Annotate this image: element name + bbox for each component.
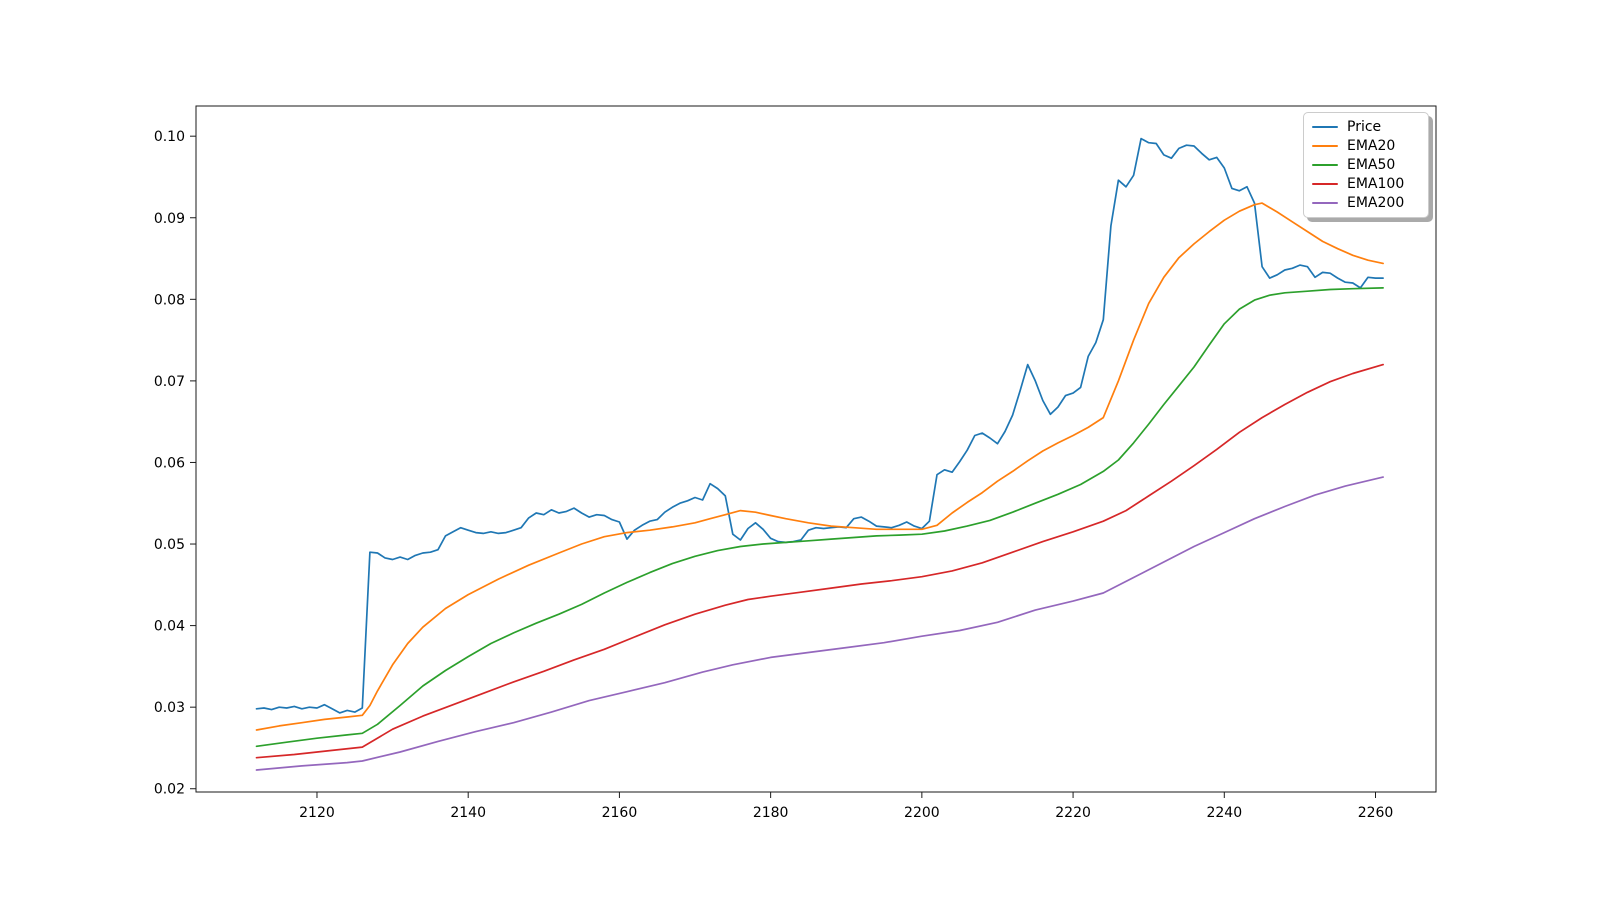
y-tick-label: 0.05 xyxy=(154,537,185,553)
y-tick-label: 0.10 xyxy=(154,129,185,145)
legend: Price EMA20 EMA50 EMA100 EMA200 xyxy=(1303,112,1429,218)
legend-label-ema100: EMA100 xyxy=(1347,175,1405,192)
y-tick-label: 0.04 xyxy=(154,619,185,635)
ema100-line-sample-icon xyxy=(1312,182,1338,185)
x-tick-label: 2200 xyxy=(904,805,940,821)
ema20-line xyxy=(255,202,1384,731)
legend-label-ema20: EMA20 xyxy=(1347,138,1396,155)
legend-label-price: Price xyxy=(1347,119,1382,136)
ema200-line-sample-icon xyxy=(1312,201,1338,204)
price-line xyxy=(255,137,1384,714)
legend-item-ema100: EMA100 xyxy=(1312,175,1420,193)
legend-label-ema200: EMA200 xyxy=(1347,194,1405,211)
y-tick-label: 0.02 xyxy=(154,782,185,798)
price-line-sample-icon xyxy=(1312,126,1338,129)
x-tick-label: 2140 xyxy=(450,805,486,821)
legend-item-ema20: EMA20 xyxy=(1312,137,1420,155)
y-tick-label: 0.06 xyxy=(154,455,185,471)
x-tick-label: 2220 xyxy=(1055,805,1091,821)
y-tick-label: 0.07 xyxy=(154,374,185,390)
ema100-line xyxy=(255,363,1384,759)
x-tick-label: 2180 xyxy=(753,805,789,821)
axes-frame xyxy=(195,105,1437,793)
ema50-line xyxy=(255,287,1384,748)
y-tick-label: 0.09 xyxy=(154,211,185,227)
ema200-line xyxy=(255,476,1384,771)
x-tick-label: 2260 xyxy=(1358,805,1394,821)
legend-label-ema50: EMA50 xyxy=(1347,156,1396,173)
x-tick-label: 2120 xyxy=(299,805,335,821)
legend-item-price: Price xyxy=(1312,118,1420,136)
ema50-line-sample-icon xyxy=(1312,163,1338,166)
legend-item-ema50: EMA50 xyxy=(1312,156,1420,174)
x-tick-label: 2240 xyxy=(1206,805,1242,821)
y-tick-label: 0.08 xyxy=(154,292,185,308)
x-tick-label: 2160 xyxy=(602,805,638,821)
ema20-line-sample-icon xyxy=(1312,145,1338,148)
y-tick-label: 0.03 xyxy=(154,700,185,716)
legend-item-ema200: EMA200 xyxy=(1312,194,1420,212)
